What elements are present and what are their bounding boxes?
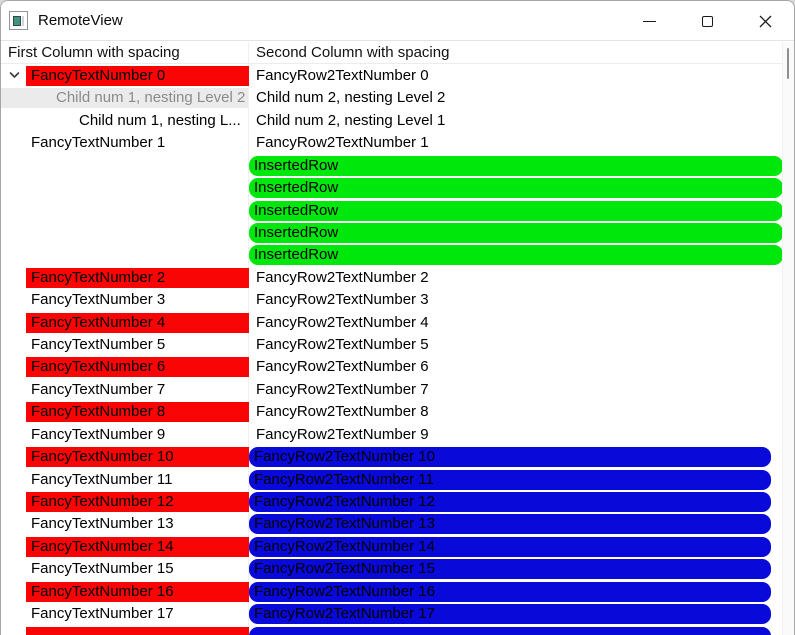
tree-row[interactable]: FancyTextNumber 11 FancyRow2TextNumber 11: [1, 469, 794, 490]
tree-cell-col2[interactable]: InsertedRow: [249, 178, 783, 199]
tree-row[interactable]: FancyTextNumber 2 FancyRow2TextNumber 2: [1, 267, 794, 288]
tree-cell-col2[interactable]: FancyRow2TextNumber 16: [249, 581, 771, 602]
app-window-icon[interactable]: [9, 11, 28, 30]
maximize-icon: [701, 15, 713, 27]
tree-cell-col1[interactable]: FancyTextNumber 6: [26, 357, 249, 378]
tree-cell-col2[interactable]: InsertedRow: [249, 200, 783, 221]
column-divider[interactable]: [248, 42, 249, 635]
tree-row[interactable]: FancyTextNumber 12 FancyRow2TextNumber 12: [1, 491, 794, 512]
tree-row[interactable]: FancyTextNumber 0 FancyRow2TextNumber 0: [1, 66, 794, 86]
tree-cell-col1[interactable]: FancyTextNumber 15: [31, 560, 174, 578]
tree-cell-col1[interactable]: Child num 1, nesting L...: [79, 111, 241, 129]
minimize-button[interactable]: [620, 1, 678, 41]
tree-row[interactable]: FancyTextNumber 13 FancyRow2TextNumber 13: [1, 514, 794, 535]
tree-row[interactable]: FancyTextNumber 5 FancyRow2TextNumber 5: [1, 335, 794, 355]
tree-cell-col1[interactable]: FancyTextNumber 7: [31, 380, 166, 398]
app-icon-glyph: [13, 16, 21, 26]
tree-cell-col1[interactable]: FancyTextNumber 16: [26, 581, 249, 602]
tree-cell-col2[interactable]: FancyRow2TextNumber 17: [249, 604, 771, 625]
tree-cell-col1[interactable]: FancyTextNumber 4: [26, 312, 249, 333]
tree-cell-col2[interactable]: FancyRow2TextNumber 11: [249, 469, 771, 490]
app-icon-strip: [22, 16, 24, 26]
vertical-scrollbar-thumb[interactable]: [786, 48, 789, 79]
tree-row[interactable]: Child num 1, nesting Level 2 Child num 2,…: [1, 88, 794, 109]
tree-row[interactable]: InsertedRow: [1, 222, 794, 243]
tree-cell-col1[interactable]: [26, 626, 249, 635]
tree-row[interactable]: [1, 626, 794, 635]
tree-cell-col2[interactable]: FancyRow2TextNumber 2: [256, 268, 429, 286]
tree-cell-col1[interactable]: FancyTextNumber 8: [26, 402, 249, 423]
maximize-button[interactable]: [678, 1, 736, 41]
chevron-down-icon[interactable]: [9, 71, 20, 80]
tree-cell-col1[interactable]: FancyTextNumber 9: [31, 425, 166, 443]
tree-cell-col2[interactable]: FancyRow2TextNumber 0: [256, 67, 429, 84]
tree-row[interactable]: FancyTextNumber 4 FancyRow2TextNumber 4: [1, 312, 794, 333]
tree-row[interactable]: InsertedRow: [1, 245, 794, 266]
tree-cell-col2[interactable]: FancyRow2TextNumber 10: [249, 447, 771, 468]
tree-cell-col1[interactable]: FancyTextNumber 1: [31, 134, 166, 152]
minimize-icon: [642, 20, 656, 22]
tree-row[interactable]: FancyTextNumber 10 FancyRow2TextNumber 10: [1, 447, 794, 468]
tree-row[interactable]: FancyTextNumber 14 FancyRow2TextNumber 14: [1, 536, 794, 557]
column-header-second[interactable]: Second Column with spacing: [256, 44, 450, 61]
tree-cell-col2[interactable]: InsertedRow: [249, 245, 783, 266]
close-button[interactable]: [736, 1, 794, 41]
tree-cell-col2[interactable]: FancyRow2TextNumber 6: [256, 358, 429, 376]
tree-row[interactable]: FancyTextNumber 1 FancyRow2TextNumber 1: [1, 133, 794, 153]
tree-row[interactable]: Child num 1, nesting L... Child num 2, ne…: [1, 111, 794, 131]
title-bar[interactable]: RemoteView: [1, 1, 794, 41]
column-header-first[interactable]: First Column with spacing: [8, 44, 180, 61]
tree-row[interactable]: FancyTextNumber 9 FancyRow2TextNumber 9: [1, 425, 794, 445]
tree-cell-col1[interactable]: FancyTextNumber 17: [31, 605, 174, 623]
table-header: First Column with spacing Second Column …: [1, 42, 794, 64]
tree-cell-col2[interactable]: FancyRow2TextNumber 1: [256, 134, 429, 152]
window-title: RemoteView: [38, 12, 123, 29]
tree-row[interactable]: FancyTextNumber 17 FancyRow2TextNumber 17: [1, 604, 794, 625]
tree-cell-col2[interactable]: FancyRow2TextNumber 4: [256, 313, 429, 331]
tree-cell-col2[interactable]: [249, 626, 771, 635]
tree-cell-col2[interactable]: InsertedRow: [249, 155, 783, 176]
tree-cell-col2[interactable]: FancyRow2TextNumber 3: [256, 291, 429, 309]
tree-row[interactable]: FancyTextNumber 8 FancyRow2TextNumber 8: [1, 402, 794, 423]
tree-row[interactable]: InsertedRow: [1, 155, 794, 176]
tree-cell-col1[interactable]: FancyTextNumber 10: [26, 447, 249, 468]
tree-cell-col2[interactable]: FancyRow2TextNumber 15: [249, 559, 771, 580]
tree-row[interactable]: FancyTextNumber 6 FancyRow2TextNumber 6: [1, 357, 794, 378]
tree-cell-col2[interactable]: Child num 2, nesting Level 2: [256, 89, 446, 107]
tree-table-body: FancyTextNumber 0 FancyRow2TextNumber 0 Ch…: [1, 64, 794, 635]
tree-cell-col2[interactable]: FancyRow2TextNumber 13: [249, 514, 771, 535]
tree-cell-col1[interactable]: FancyTextNumber 14: [26, 536, 249, 557]
tree-row[interactable]: FancyTextNumber 15 FancyRow2TextNumber 15: [1, 559, 794, 580]
tree-cell-col2[interactable]: InsertedRow: [249, 222, 783, 243]
tree-cell-col1[interactable]: FancyTextNumber 2: [26, 267, 249, 288]
tree-cell-col1[interactable]: FancyTextNumber 0: [26, 66, 249, 86]
close-icon: [759, 15, 771, 27]
tree-row[interactable]: InsertedRow: [1, 200, 794, 221]
tree-cell-col2[interactable]: Child num 2, nesting Level 1: [256, 111, 446, 129]
window-controls: [620, 1, 794, 41]
tree-cell-col2[interactable]: FancyRow2TextNumber 7: [256, 380, 429, 398]
tree-cell-col1[interactable]: FancyTextNumber 12: [26, 491, 249, 512]
tree-row[interactable]: FancyTextNumber 3 FancyRow2TextNumber 3: [1, 290, 794, 310]
tree-row[interactable]: InsertedRow: [1, 178, 794, 199]
vertical-scrollbar-track[interactable]: [782, 42, 794, 635]
tree-row[interactable]: FancyTextNumber 16 FancyRow2TextNumber 16: [1, 581, 794, 602]
tree-cell-col2[interactable]: FancyRow2TextNumber 14: [249, 536, 771, 557]
tree-cell-col2[interactable]: FancyRow2TextNumber 12: [249, 491, 771, 512]
tree-row[interactable]: FancyTextNumber 7 FancyRow2TextNumber 7: [1, 380, 794, 400]
tree-cell-col2[interactable]: FancyRow2TextNumber 8: [256, 403, 429, 421]
tree-cell-col2[interactable]: FancyRow2TextNumber 9: [256, 425, 429, 443]
tree-cell-col2[interactable]: FancyRow2TextNumber 5: [256, 336, 429, 354]
tree-cell-col1[interactable]: FancyTextNumber 11: [31, 470, 173, 488]
tree-cell-col1[interactable]: FancyTextNumber 3: [31, 291, 166, 309]
tree-cell-col1[interactable]: Child num 1, nesting Level 2: [1, 88, 248, 109]
tree-cell-col1[interactable]: FancyTextNumber 5: [31, 336, 166, 354]
tree-cell-col1[interactable]: FancyTextNumber 13: [31, 515, 174, 533]
